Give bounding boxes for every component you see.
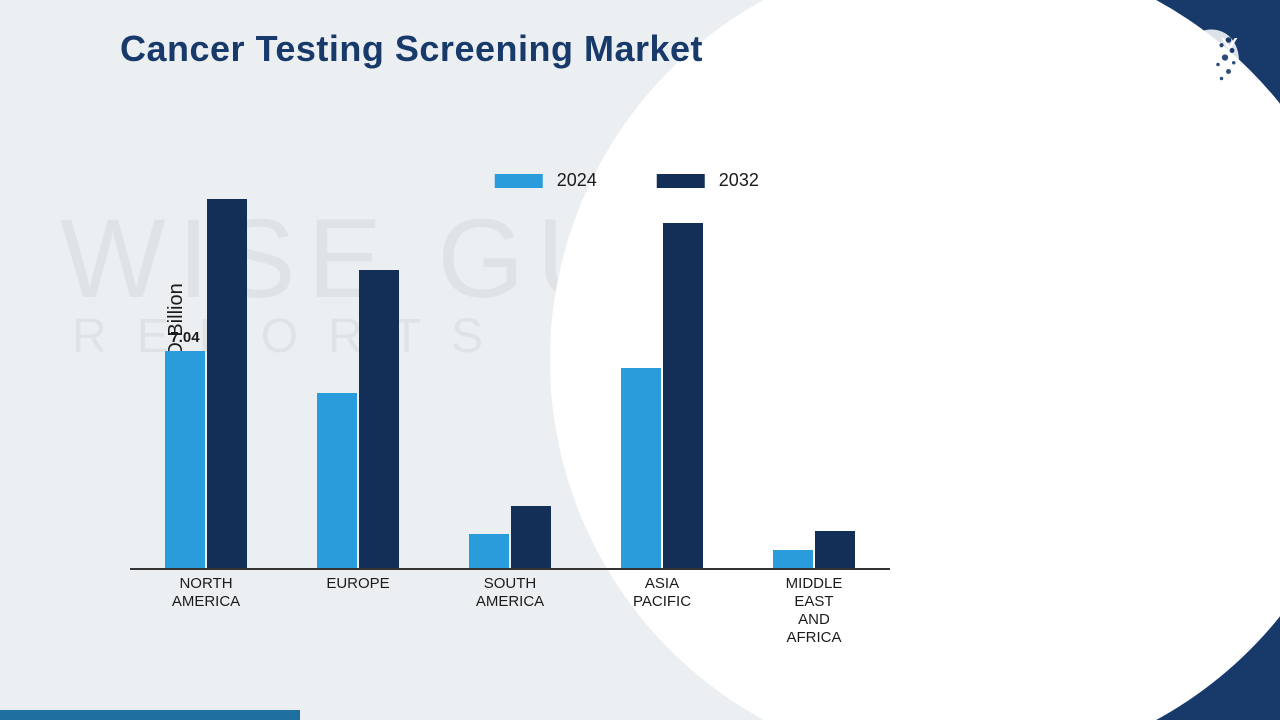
bottom-accent-bar xyxy=(0,710,300,720)
x-axis-label: SOUTHAMERICA xyxy=(465,575,555,647)
stage: WISE GUY REPORTS WISE GUY REPORTS xyxy=(0,0,1280,720)
bar-2032 xyxy=(511,506,551,568)
bar-group: 7.04 xyxy=(161,199,251,568)
x-axis-labels: NORTHAMERICA EUROPE SOUTHAMERICA ASIAPACIFI… xyxy=(130,575,890,647)
bar-groups: 7.04 xyxy=(130,170,890,568)
x-axis-label: ASIAPACIFIC xyxy=(617,575,707,647)
bar-group xyxy=(769,531,859,568)
brand-head-icon xyxy=(1176,26,1246,96)
bar-2032 xyxy=(359,270,399,568)
bar-2024 xyxy=(469,534,509,568)
bar-2024: 7.04 xyxy=(165,351,205,568)
x-axis-label: MIDDLEEASTANDAFRICA xyxy=(769,575,859,647)
bar-value-label: 7.04 xyxy=(170,329,199,346)
bar-chart: Market Size in USD Billion 7.04 NORTHAME… xyxy=(130,170,890,630)
bar-group xyxy=(313,270,403,568)
bar-group xyxy=(465,506,555,568)
bar-2032 xyxy=(663,223,703,568)
bar-2024 xyxy=(317,393,357,568)
bar-2032 xyxy=(815,531,855,568)
right-panel xyxy=(970,0,1280,720)
chart-title: Cancer Testing Screening Market xyxy=(120,28,703,70)
bar-2032 xyxy=(207,199,247,568)
bar-group xyxy=(617,223,707,568)
plot-area: 7.04 xyxy=(130,170,890,570)
bar-2024 xyxy=(621,368,661,568)
x-axis-label: EUROPE xyxy=(313,575,403,647)
bar-2024 xyxy=(773,550,813,568)
brand-logo: WISE GUY REPORTS xyxy=(1080,34,1242,76)
x-axis-label: NORTHAMERICA xyxy=(161,575,251,647)
